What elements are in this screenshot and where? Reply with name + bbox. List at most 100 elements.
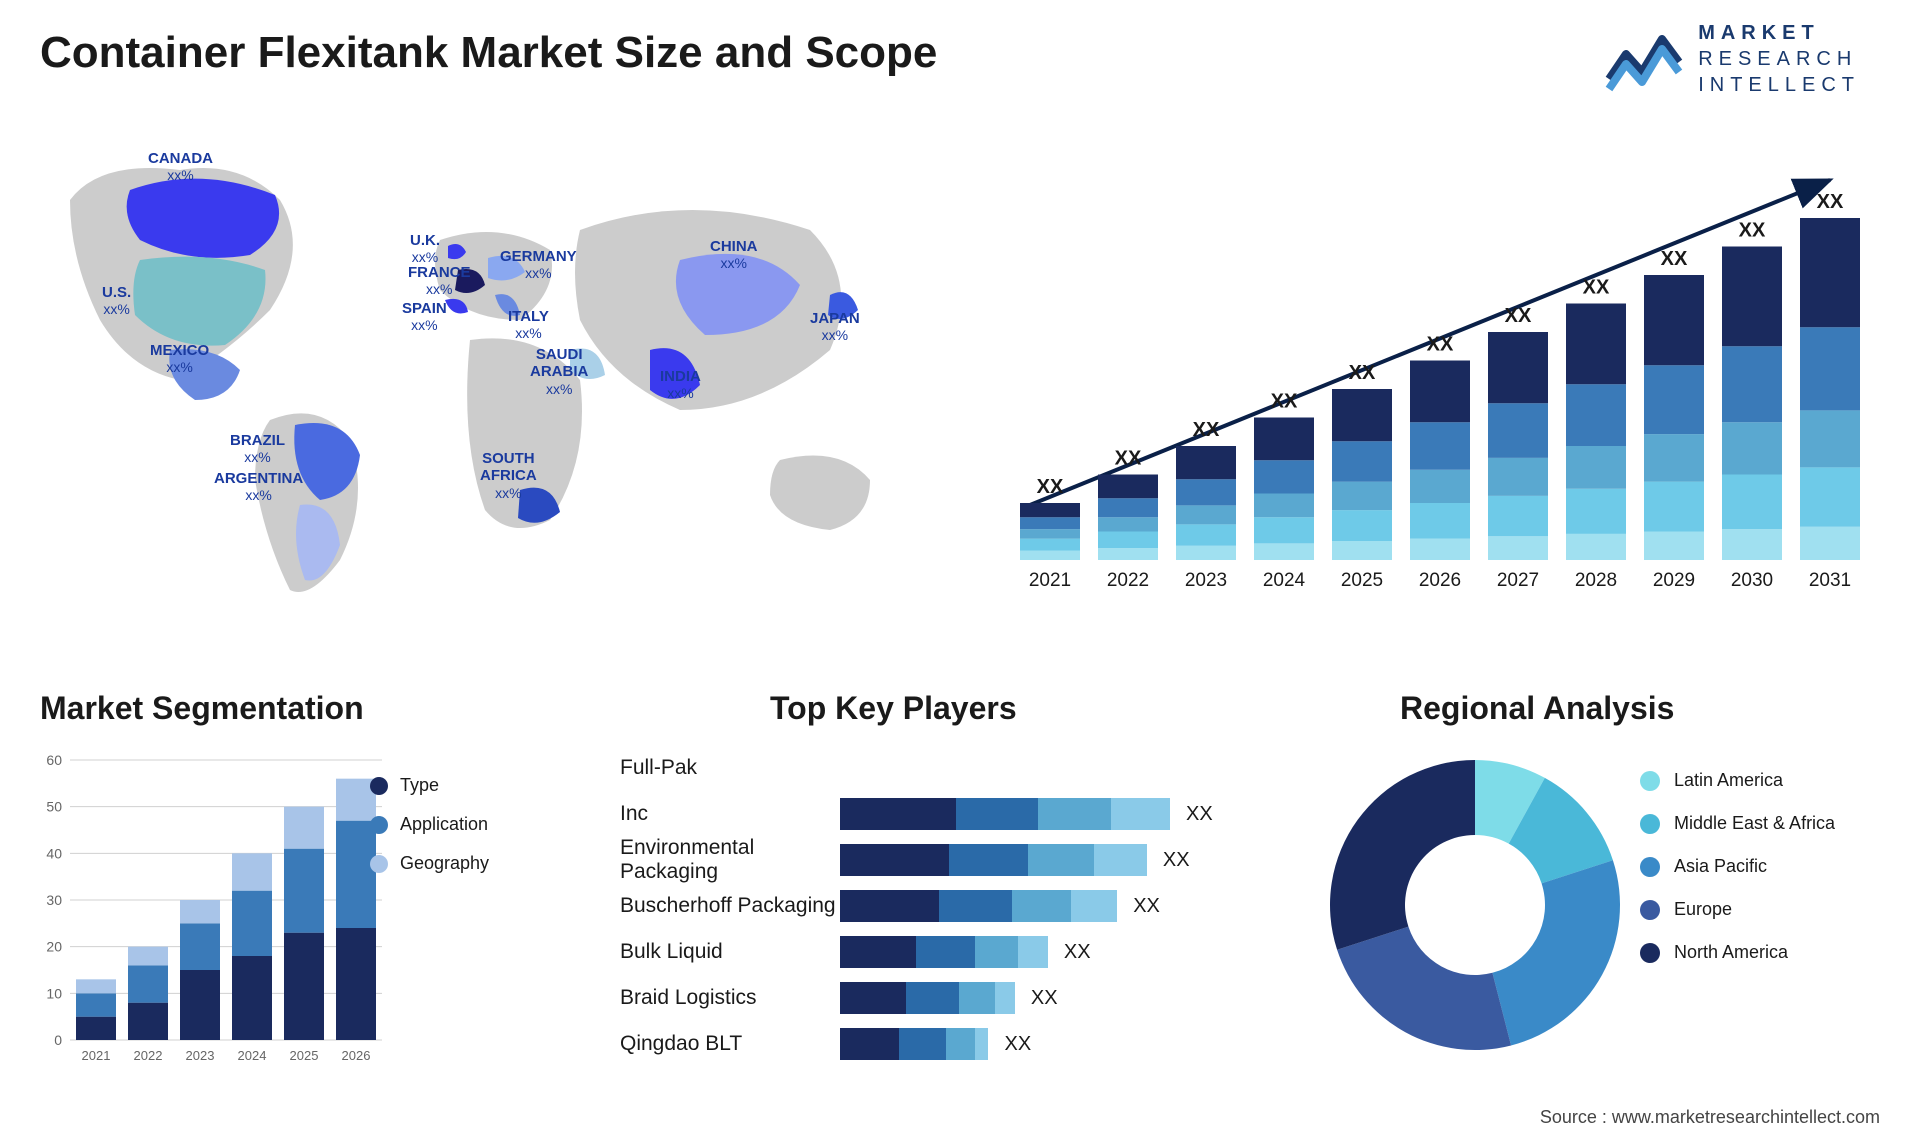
svg-text:XX: XX [1349,362,1376,384]
legend-label: North America [1674,942,1788,963]
map-label: JAPANxx% [810,310,860,345]
player-bar [840,844,1147,876]
legend-label: Middle East & Africa [1674,813,1835,834]
player-bar [840,936,1048,968]
svg-text:2024: 2024 [238,1048,267,1063]
svg-text:XX: XX [1505,305,1532,327]
player-bar-segment [840,798,956,830]
map-label: SAUDIARABIAxx% [530,346,588,398]
svg-text:2026: 2026 [342,1048,371,1063]
regional-legend-item: Asia Pacific [1640,856,1835,877]
segmentation-legend-item: Geography [370,853,489,874]
player-value: XX [1186,803,1213,826]
legend-dot [1640,900,1660,920]
growth-chart: XX2021XX2022XX2023XX2024XX2025XX2026XX20… [1000,140,1870,620]
player-name: Qingdao BLT [620,1032,840,1056]
svg-text:XX: XX [1817,191,1844,213]
player-bar-segment [840,982,906,1014]
player-bar-segment [916,936,975,968]
svg-text:40: 40 [46,845,62,861]
source-text: Source : www.marketresearchintellect.com [1540,1107,1880,1128]
regional-heading: Regional Analysis [1400,690,1674,727]
player-row: Qingdao BLT XX [620,1021,1270,1067]
segmentation-legend-item: Type [370,775,489,796]
svg-text:20: 20 [46,939,62,955]
growth-svg: XX2021XX2022XX2023XX2024XX2025XX2026XX20… [1000,140,1870,620]
player-bar-segment [1038,798,1111,830]
legend-label: Asia Pacific [1674,856,1767,877]
regional-legend-item: Europe [1640,899,1835,920]
segmentation-legend: Type Application Geography [370,775,489,892]
map-label: SPAINxx% [402,300,447,335]
player-bar [840,798,1170,830]
player-value: XX [1133,895,1160,918]
player-name: Inc [620,802,840,826]
player-bar-segment [840,936,916,968]
player-value: XX [1163,849,1190,872]
player-row: Inc XX [620,791,1270,837]
player-bar-segment [899,1028,945,1060]
player-bar-segment [1071,890,1117,922]
legend-dot [1640,857,1660,877]
player-row: Full-Pak [620,745,1270,791]
player-row: Braid Logistics XX [620,975,1270,1021]
svg-text:XX: XX [1583,277,1610,299]
map-label: BRAZILxx% [230,432,285,467]
svg-text:2025: 2025 [1341,570,1383,591]
player-value: XX [1064,941,1091,964]
map-label: GERMANYxx% [500,248,577,283]
svg-text:XX: XX [1193,419,1220,441]
player-bar-segment [1028,844,1094,876]
legend-label: Application [400,814,488,835]
svg-text:2029: 2029 [1653,570,1695,591]
svg-text:2023: 2023 [186,1048,215,1063]
svg-text:XX: XX [1661,248,1688,270]
player-bar [840,982,1015,1014]
player-bar-segment [995,982,1015,1014]
segmentation-legend-item: Application [370,814,489,835]
logo-line2: RESEARCH [1698,46,1860,72]
players-chart: Full-PakIncXXEnvironmental PackagingXXBu… [620,745,1270,1085]
legend-dot [370,816,388,834]
svg-text:XX: XX [1037,476,1064,498]
svg-text:2026: 2026 [1419,570,1461,591]
player-name: Environmental Packaging [620,836,840,884]
regional-legend-item: Latin America [1640,770,1835,791]
player-bar-segment [1094,844,1147,876]
player-bar-segment [939,890,1012,922]
player-bar-segment [949,844,1028,876]
svg-text:30: 30 [46,892,62,908]
svg-text:2024: 2024 [1263,570,1306,591]
player-name: Braid Logistics [620,986,840,1010]
svg-text:2023: 2023 [1185,570,1227,591]
legend-dot [1640,943,1660,963]
map-label: INDIAxx% [660,368,701,403]
logo-text: MARKET RESEARCH INTELLECT [1698,20,1860,98]
svg-text:XX: XX [1739,220,1766,242]
player-row: Bulk Liquid XX [620,929,1270,975]
legend-label: Geography [400,853,489,874]
player-bar [840,890,1117,922]
player-name: Full-Pak [620,756,840,780]
svg-text:2027: 2027 [1497,570,1539,591]
player-name: Bulk Liquid [620,940,840,964]
legend-label: Type [400,775,439,796]
brand-logo: MARKET RESEARCH INTELLECT [1604,20,1860,98]
svg-text:XX: XX [1115,448,1142,470]
player-value: XX [1005,1033,1032,1056]
map-label: ARGENTINAxx% [214,470,303,505]
regional-legend-item: North America [1640,942,1835,963]
svg-text:50: 50 [46,799,62,815]
regional-donut [1320,750,1630,1060]
player-bar-segment [840,844,949,876]
player-value: XX [1031,987,1058,1010]
map-label: SOUTHAFRICAxx% [480,450,537,502]
svg-text:2022: 2022 [1107,570,1149,591]
legend-label: Latin America [1674,770,1783,791]
donut-svg [1320,750,1630,1060]
legend-dot [370,777,388,795]
logo-line1: MARKET [1698,20,1860,46]
player-bar-segment [840,890,939,922]
player-bar-segment [956,798,1039,830]
player-name: Buscherhoff Packaging [620,894,840,918]
